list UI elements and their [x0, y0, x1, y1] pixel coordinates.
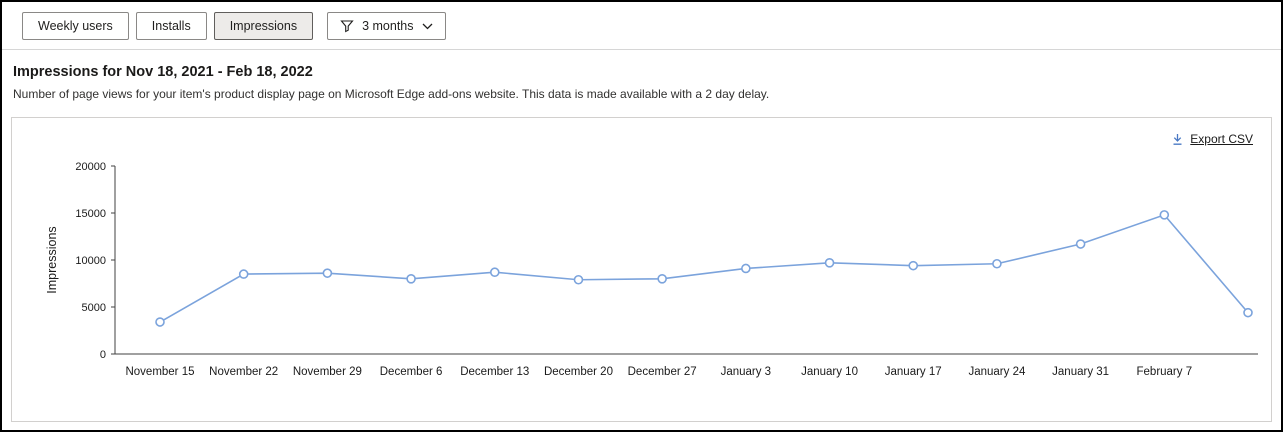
- export-csv-label: Export CSV: [1190, 132, 1253, 146]
- chevron-down-icon: [422, 23, 433, 30]
- download-icon: [1171, 133, 1184, 146]
- svg-text:0: 0: [100, 349, 106, 361]
- svg-text:December 13: December 13: [460, 366, 529, 378]
- metrics-toolbar: Weekly users Installs Impressions 3 mont…: [2, 2, 1281, 49]
- tab-installs[interactable]: Installs: [135, 12, 207, 40]
- svg-text:20000: 20000: [75, 161, 106, 173]
- svg-text:November 22: November 22: [209, 366, 278, 378]
- time-range-label: 3 months: [362, 19, 414, 33]
- impressions-line-chart: 0 5000 10000 15000 20000 November 15 November …: [45, 161, 1258, 378]
- time-range-filter[interactable]: 3 months: [327, 12, 446, 40]
- svg-text:November 15: November 15: [125, 366, 194, 378]
- section-header: Impressions for Nov 18, 2021 - Feb 18, 2…: [2, 50, 1281, 101]
- export-csv-link[interactable]: Export CSV: [1171, 132, 1253, 146]
- svg-text:December 6: December 6: [380, 366, 443, 378]
- svg-text:January 17: January 17: [885, 366, 942, 378]
- svg-text:Impressions: Impressions: [45, 226, 59, 293]
- svg-text:December 20: December 20: [544, 366, 613, 378]
- svg-text:January 24: January 24: [968, 366, 1026, 378]
- svg-text:January 10: January 10: [801, 366, 858, 378]
- svg-text:November 29: November 29: [293, 366, 362, 378]
- toolbar-divider: [2, 49, 1281, 50]
- svg-text:15000: 15000: [75, 208, 106, 220]
- svg-text:10000: 10000: [75, 255, 106, 267]
- svg-text:5000: 5000: [82, 302, 106, 314]
- filter-icon: [340, 19, 354, 33]
- tab-weekly-users[interactable]: Weekly users: [22, 12, 129, 40]
- page-subtitle: Number of page views for your item's pro…: [13, 87, 770, 101]
- svg-text:February 7: February 7: [1137, 366, 1193, 378]
- svg-text:January 31: January 31: [1052, 366, 1109, 378]
- svg-text:December 27: December 27: [628, 366, 697, 378]
- chart-panel: Export CSV 0 5000 10000 15000 20000 November …: [11, 117, 1272, 422]
- page-title: Impressions for Nov 18, 2021 - Feb 18, 2…: [13, 64, 313, 80]
- svg-text:January 3: January 3: [721, 366, 772, 378]
- tab-impressions[interactable]: Impressions: [213, 12, 314, 40]
- chart-area: 0 5000 10000 15000 20000 November 15 November …: [20, 156, 1270, 401]
